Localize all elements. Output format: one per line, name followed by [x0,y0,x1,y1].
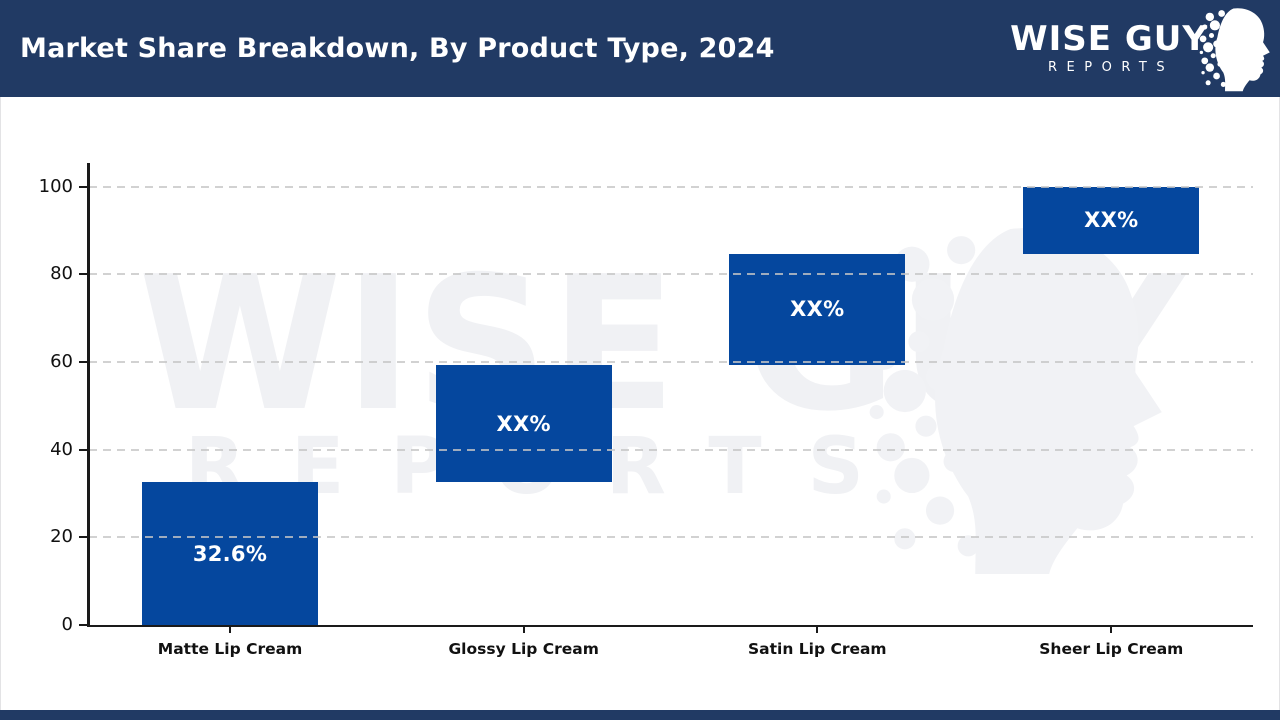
y-tick-label: 40 [50,438,73,460]
bar-segment: XX% [729,254,906,365]
bar-segment: 32.6% [142,482,318,625]
y-tick-mark [79,624,87,626]
y-tick-mark [79,360,87,363]
bar-segment: XX% [1023,186,1200,255]
x-tick-mark [229,627,231,633]
y-axis-line [87,163,90,626]
y-tick-label: 100 [38,175,73,197]
y-tick-label: 0 [61,614,73,635]
header-bar: Market Share Breakdown, By Product Type,… [0,0,1280,97]
brand-text: WISE GUY REPORTS [1010,22,1208,75]
y-tick-label: 60 [50,350,73,372]
category-label: Satin Lip Cream [747,640,887,658]
brand-name: WISE GUY [1010,19,1208,59]
left-edge-line [0,97,1,710]
y-tick-label: 80 [50,263,73,285]
brand-subname: REPORTS [1048,60,1175,75]
bar-value-label: 32.6% [192,541,268,566]
bar-value-label: XX% [496,411,551,436]
gridline [89,536,1253,539]
y-tick-mark [79,536,87,539]
bar-value-label: XX% [790,297,845,322]
brand-logo: WISE GUY REPORTS [1010,0,1274,97]
footer-bar [0,710,1280,720]
gridline [89,185,1253,188]
face-logo-icon [1198,6,1274,92]
category-label: Matte Lip Cream [157,640,303,658]
y-tick-mark [79,273,87,276]
x-axis-line [87,624,1253,627]
bar-value-label: XX% [1084,208,1139,233]
page-title: Market Share Breakdown, By Product Type,… [20,33,775,64]
gridline [89,448,1253,451]
y-tick-mark [79,448,87,451]
x-tick-mark [1110,627,1113,633]
category-label: Sheer Lip Cream [1039,640,1184,658]
y-tick-label: 20 [50,526,73,548]
y-tick-mark [79,185,87,188]
bar-segment: XX% [435,364,612,483]
x-tick-mark [816,627,819,633]
gridline [89,360,1253,363]
gridline [89,273,1253,276]
x-tick-mark [522,627,525,633]
category-label: Glossy Lip Cream [448,640,599,658]
